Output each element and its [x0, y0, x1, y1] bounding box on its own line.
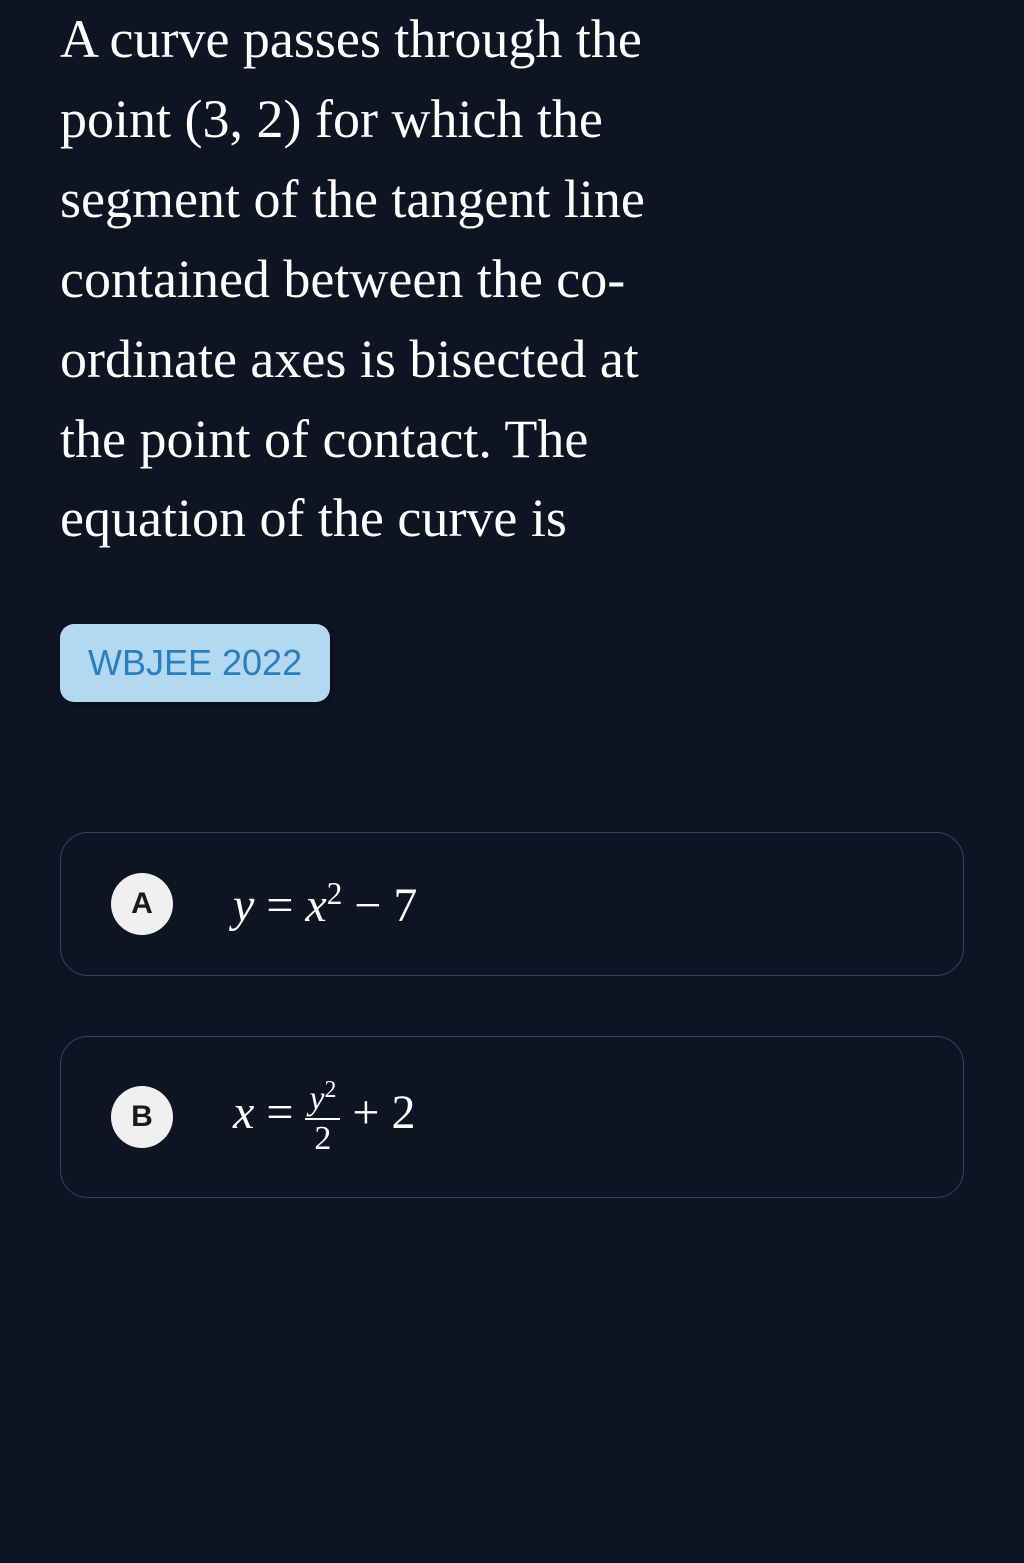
option-b-letter: B — [111, 1086, 173, 1148]
question-line-6: the point of contact. The — [60, 409, 588, 469]
question-line-5: ordinate axes is bisected at — [60, 329, 639, 389]
question-text: A curve passes through the point (3, 2) … — [60, 0, 964, 559]
question-line-7: equation of the curve is — [60, 488, 567, 548]
option-a[interactable]: A y = x2 − 7 — [60, 832, 964, 976]
exam-tag-badge: WBJEE 2022 — [60, 624, 330, 702]
option-a-letter: A — [111, 873, 173, 935]
question-line-2-post: for which the — [301, 89, 602, 149]
question-line-2-pre: point — [60, 89, 185, 149]
options-container: A y = x2 − 7 B x = y22 + 2 — [0, 832, 1024, 1198]
question-point: (3, 2) — [185, 89, 302, 149]
option-b[interactable]: B x = y22 + 2 — [60, 1036, 964, 1198]
question-line-4: contained between the co- — [60, 249, 625, 309]
option-a-formula: y = x2 − 7 — [233, 876, 417, 933]
question-container: A curve passes through the point (3, 2) … — [0, 0, 1024, 702]
question-line-1: A curve passes through the — [60, 9, 642, 69]
question-line-3: segment of the tangent line — [60, 169, 645, 229]
option-b-formula: x = y22 + 2 — [233, 1077, 415, 1157]
